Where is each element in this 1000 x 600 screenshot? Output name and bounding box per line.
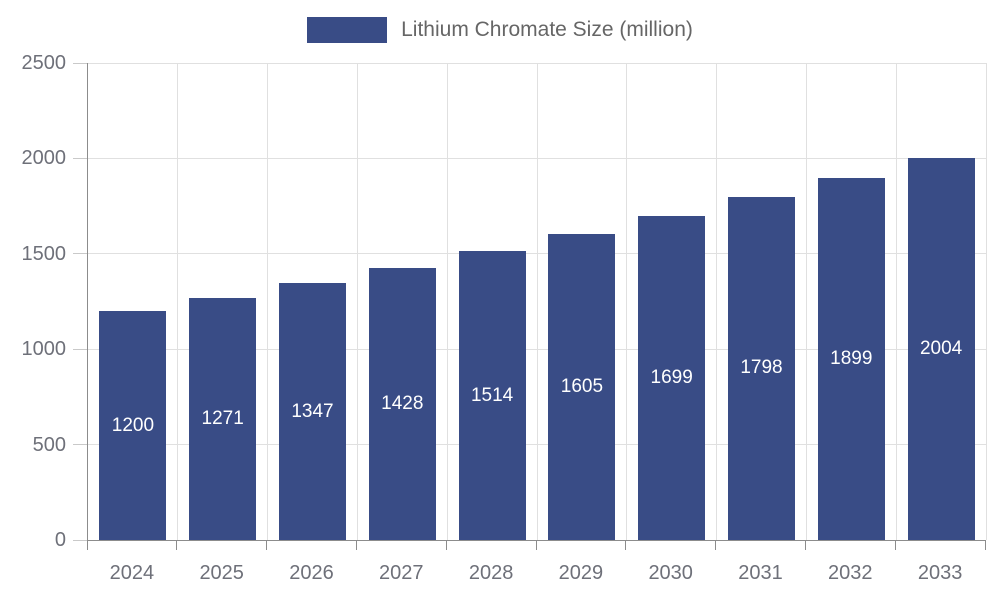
y-axis-label: 0 — [54, 529, 66, 551]
x-axis: 2024 2025 2026 2027 2028 2029 2030 2031 2032 2033 — [86, 541, 986, 600]
legend-swatch — [307, 17, 388, 43]
x-axis-tick — [625, 541, 627, 550]
x-axis-label: 2024 — [109, 562, 155, 584]
x-axis-label: 2029 — [558, 562, 604, 584]
bar-value-label: 2004 — [919, 337, 963, 359]
y-axis-label: 2000 — [21, 147, 67, 170]
bar-value-label: 1347 — [291, 400, 334, 422]
v-gridline — [895, 63, 897, 540]
y-axis-label: 500 — [32, 433, 66, 456]
bar-value-label: 1605 — [560, 375, 604, 397]
y-axis-tick — [73, 253, 87, 255]
bar-value-label: 1428 — [381, 392, 424, 414]
x-axis-tick — [266, 541, 268, 550]
x-axis-tick — [445, 541, 447, 550]
bar-value-label: 1899 — [830, 347, 873, 369]
x-axis-label: 2032 — [828, 562, 873, 584]
bar[interactable]: 1899 — [817, 177, 885, 540]
bar[interactable]: 2004 — [907, 157, 975, 540]
x-axis-tick — [715, 541, 717, 550]
x-axis-tick — [176, 541, 178, 550]
bar[interactable]: 1200 — [99, 311, 167, 540]
y-axis-label: 1000 — [21, 338, 67, 361]
v-gridline — [985, 63, 987, 540]
bar-value-label: 1798 — [740, 357, 783, 379]
y-axis: 0 500 1000 1500 2000 2500 — [0, 52, 87, 551]
v-gridline — [177, 63, 179, 540]
x-axis-tick — [355, 541, 357, 550]
x-axis-label: 2033 — [917, 562, 963, 584]
x-axis-tick — [894, 541, 896, 550]
y-axis-tick — [73, 157, 87, 159]
v-gridline — [356, 63, 358, 540]
bar-value-label: 1699 — [650, 366, 693, 388]
bar-value-label: 1514 — [470, 384, 514, 406]
bar[interactable]: 1699 — [638, 215, 706, 540]
y-axis-tick — [73, 62, 87, 64]
bar[interactable]: 1514 — [458, 251, 526, 540]
x-axis-label: 2026 — [289, 562, 334, 584]
bar[interactable]: 1271 — [189, 297, 257, 540]
y-axis-label: 2500 — [21, 52, 67, 74]
v-gridline — [267, 63, 269, 540]
bar[interactable]: 1605 — [548, 233, 616, 540]
legend-item[interactable]: Lithium Chromate Size (million) — [0, 15, 1000, 45]
x-axis-tick — [535, 541, 537, 550]
bar[interactable]: 1347 — [279, 283, 346, 540]
x-axis-tick — [984, 541, 986, 550]
x-axis-label: 2031 — [738, 562, 783, 584]
v-gridline — [716, 63, 718, 540]
x-axis-label: 2025 — [199, 562, 244, 584]
bar[interactable]: 1798 — [728, 196, 795, 540]
bar-value-label: 1271 — [201, 407, 244, 429]
x-axis-tick — [86, 541, 88, 550]
bar[interactable]: 1428 — [368, 267, 436, 540]
y-axis-tick — [73, 539, 87, 541]
y-axis-tick — [73, 348, 87, 350]
plot-area: 1200 1271 1347 1428 1514 1605 1699 1798 1899 2004 — [87, 62, 987, 541]
x-axis-tick — [804, 541, 806, 550]
bar-value-label: 1200 — [111, 414, 155, 436]
x-axis-label: 2030 — [648, 562, 693, 584]
x-axis-label: 2027 — [379, 562, 424, 584]
v-gridline — [805, 63, 807, 540]
y-axis-label: 1500 — [21, 242, 67, 265]
v-gridline — [446, 63, 448, 540]
v-gridline — [626, 63, 628, 540]
legend-label: Lithium Chromate Size (million) — [401, 18, 693, 41]
x-axis-label: 2028 — [468, 562, 514, 584]
y-axis-tick — [73, 444, 87, 446]
v-gridline — [536, 63, 538, 540]
